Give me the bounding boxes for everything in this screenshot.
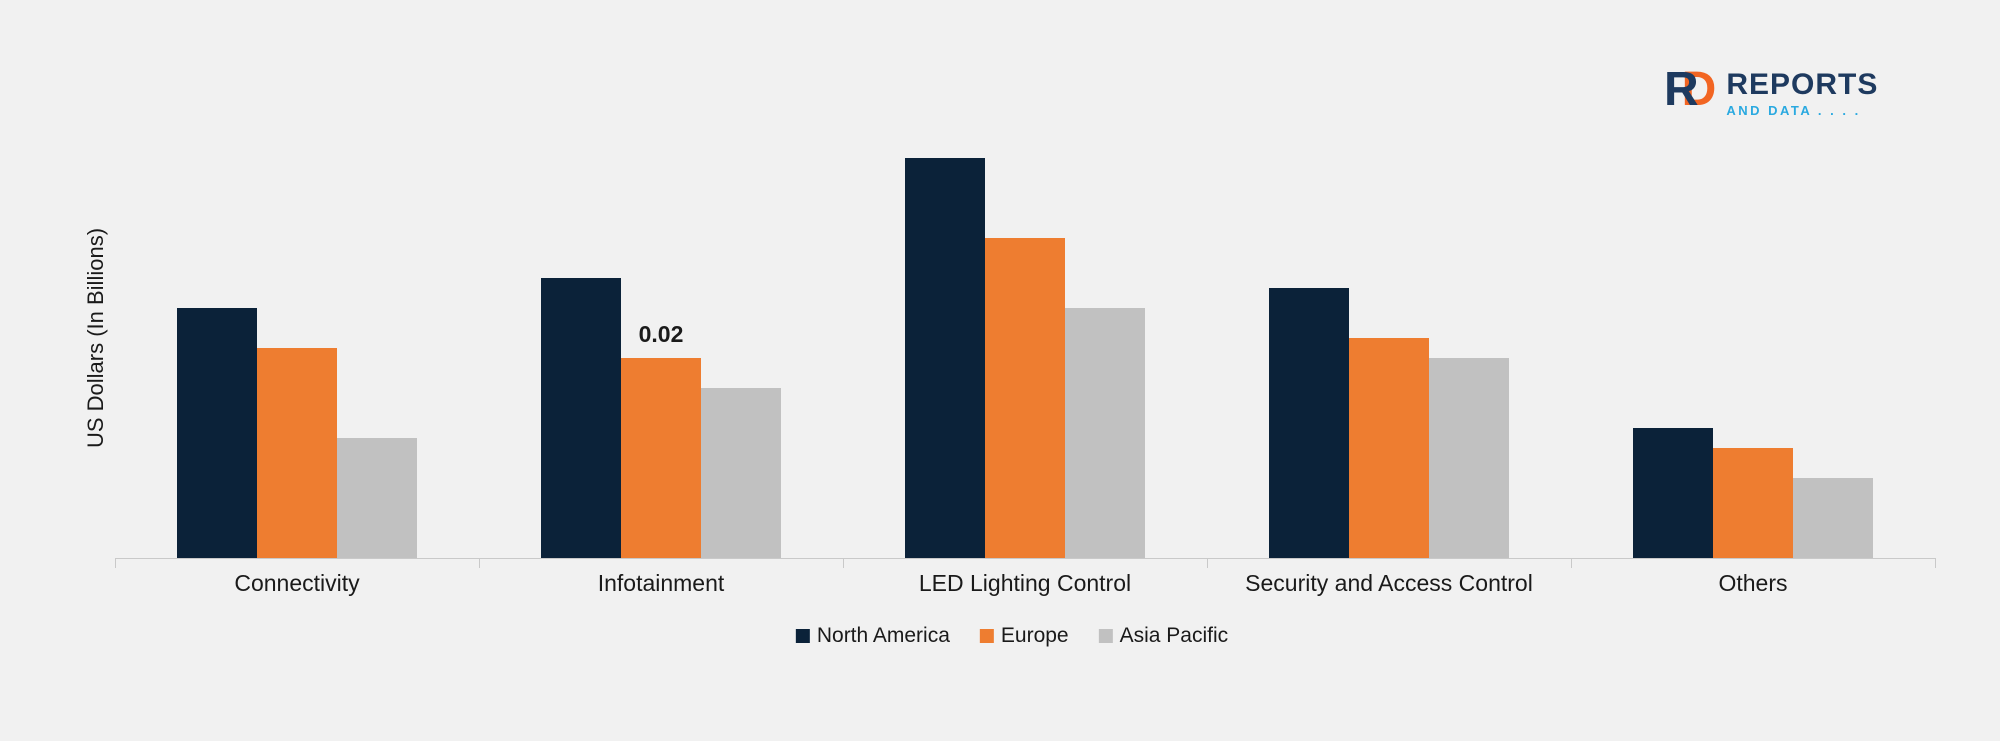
reports-and-data-logo: R D REPORTS AND DATA . . . . xyxy=(1664,63,1879,118)
legend-label-north-america: North America xyxy=(816,624,950,647)
bar-north-america-infotainment xyxy=(541,278,621,558)
category-label-led-lighting-control: LED Lighting Control xyxy=(918,570,1132,596)
logo-rd-icon: R D xyxy=(1664,63,1717,116)
bar-asia-pacific-led-lighting-control xyxy=(1065,308,1145,558)
bar-north-america-security-and-access-control xyxy=(1269,288,1349,558)
logo-letter-d: D xyxy=(1681,63,1717,116)
bar-europe-connectivity xyxy=(257,348,337,558)
bar-asia-pacific-security-and-access-control xyxy=(1429,358,1509,558)
data-label-europe-infotainment: 0.02 xyxy=(638,321,684,347)
legend-marker-north-america xyxy=(795,629,810,643)
x-axis-tick xyxy=(479,559,480,568)
logo-subtitle: AND DATA . . . . xyxy=(1726,103,1861,118)
legend-label-europe: Europe xyxy=(1000,624,1069,647)
x-axis-tick xyxy=(843,559,844,568)
category-label-others: Others xyxy=(1718,570,1788,596)
logo-text: REPORTS AND DATA . . . . xyxy=(1726,68,1879,118)
legend: North America Europe Asia Pacific xyxy=(795,624,1229,648)
category-label-security-and-access-control: Security and Access Control xyxy=(1245,570,1533,596)
legend-item-north-america: North America xyxy=(795,624,950,648)
bar-europe-infotainment xyxy=(621,358,701,558)
legend-item-asia-pacific: Asia Pacific xyxy=(1098,624,1229,648)
bar-europe-others xyxy=(1713,448,1793,558)
bar-north-america-connectivity xyxy=(177,308,257,558)
x-axis-tick xyxy=(1571,559,1572,568)
x-axis-line xyxy=(115,558,1936,559)
bar-asia-pacific-infotainment xyxy=(701,388,781,558)
legend-marker-asia-pacific xyxy=(1098,629,1113,643)
x-axis-tick xyxy=(115,559,116,568)
category-label-connectivity: Connectivity xyxy=(234,570,360,596)
bar-north-america-others xyxy=(1633,428,1713,558)
bar-europe-security-and-access-control xyxy=(1349,338,1429,558)
x-axis-tick xyxy=(1935,559,1936,568)
category-label-infotainment: Infotainment xyxy=(597,570,725,596)
x-axis-tick xyxy=(1207,559,1208,568)
legend-label-asia-pacific: Asia Pacific xyxy=(1119,624,1229,647)
bar-europe-led-lighting-control xyxy=(985,238,1065,558)
legend-marker-europe xyxy=(979,629,994,643)
legend-item-europe: Europe xyxy=(979,624,1069,648)
logo-title: REPORTS xyxy=(1726,68,1879,101)
y-axis-title: US Dollars (In Billions) xyxy=(83,227,108,449)
bar-asia-pacific-connectivity xyxy=(337,438,417,558)
logo-letter-r: R xyxy=(1664,63,1699,116)
bar-asia-pacific-others xyxy=(1793,478,1873,558)
bar-north-america-led-lighting-control xyxy=(905,158,985,558)
